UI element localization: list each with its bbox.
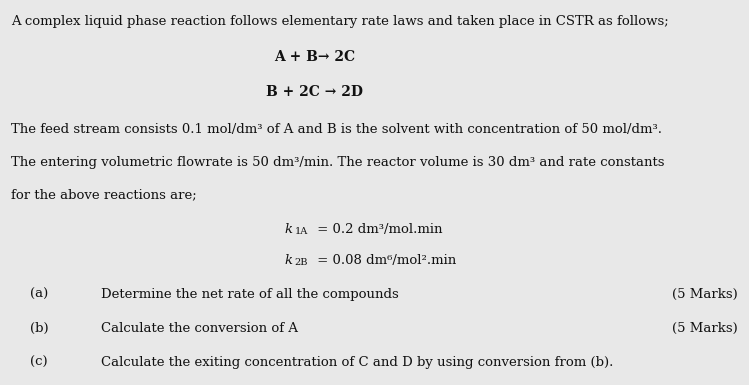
- Text: A complex liquid phase reaction follows elementary rate laws and taken place in : A complex liquid phase reaction follows …: [11, 15, 669, 28]
- Text: 1A: 1A: [294, 227, 308, 236]
- Text: = 0.08 dm⁶/mol².min: = 0.08 dm⁶/mol².min: [313, 254, 456, 267]
- Text: = 0.2 dm³/mol.min: = 0.2 dm³/mol.min: [313, 223, 443, 236]
- Text: Calculate the conversion of A: Calculate the conversion of A: [101, 322, 298, 335]
- Text: The entering volumetric flowrate is 50 dm³/min. The reactor volume is 30 dm³ and: The entering volumetric flowrate is 50 d…: [11, 156, 664, 169]
- Text: (5 Marks): (5 Marks): [672, 322, 738, 335]
- Text: (5 Marks): (5 Marks): [672, 288, 738, 301]
- Text: (a): (a): [30, 288, 48, 301]
- Text: (b): (b): [30, 322, 49, 335]
- Text: Calculate the exiting concentration of C and D by using conversion from (b).: Calculate the exiting concentration of C…: [101, 356, 613, 369]
- Text: k: k: [285, 254, 293, 267]
- Text: 2B: 2B: [294, 258, 308, 267]
- Text: B + 2C → 2D: B + 2C → 2D: [266, 85, 363, 99]
- Text: (c): (c): [30, 356, 48, 369]
- Text: for the above reactions are;: for the above reactions are;: [11, 188, 197, 201]
- Text: k: k: [285, 223, 293, 236]
- Text: A + B→ 2C: A + B→ 2C: [274, 50, 355, 64]
- Text: Determine the net rate of all the compounds: Determine the net rate of all the compou…: [101, 288, 399, 301]
- Text: The feed stream consists 0.1 mol/dm³ of A and B is the solvent with concentratio: The feed stream consists 0.1 mol/dm³ of …: [11, 123, 662, 136]
